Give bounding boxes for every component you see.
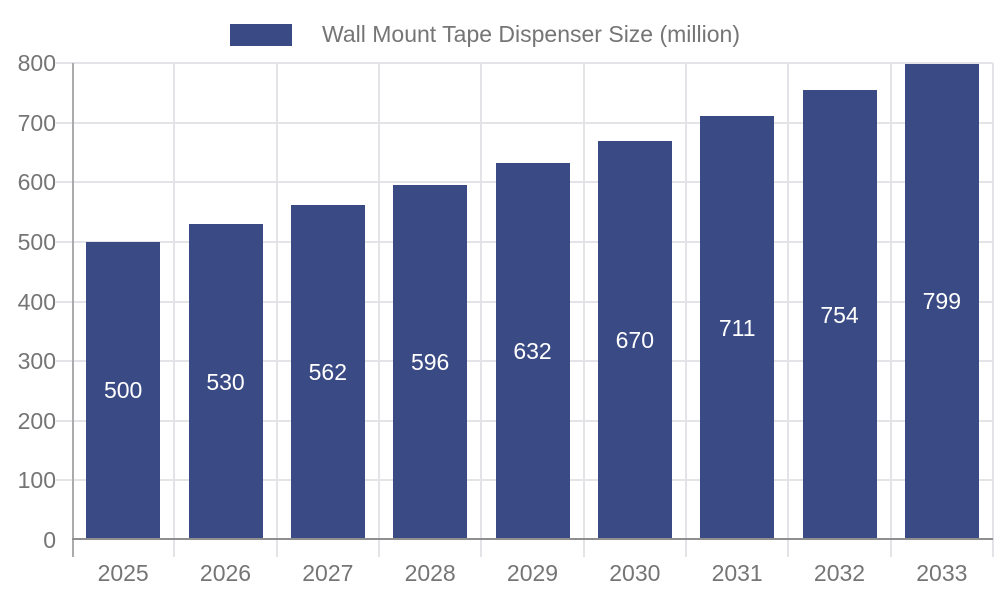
bar-value-label: 799 (922, 288, 962, 315)
x-tick-label: 2030 (609, 560, 661, 586)
x-axis-tick (378, 540, 380, 557)
plot-area: 500 530 562 596 632 670 711 754 799 (56, 62, 994, 557)
x-axis-tick (480, 540, 483, 557)
bar-value-label: 530 (206, 368, 245, 395)
x-axis-tick (685, 540, 687, 557)
y-tick-label: 600 (17, 169, 56, 196)
bar-value-label: 596 (410, 348, 450, 375)
x-axis-tick (889, 540, 892, 557)
y-tick-label: 200 (17, 407, 56, 434)
bar-2032: 754 (802, 90, 877, 540)
y-tick-label: 500 (17, 228, 56, 255)
y-tick-label: 400 (17, 288, 56, 315)
y-tick-label: 300 (17, 348, 56, 375)
bar-2026: 530 (188, 224, 263, 540)
y-tick-label: 100 (17, 467, 56, 494)
x-axis-tick (992, 540, 994, 557)
bar-value-label: 562 (308, 358, 348, 385)
v-gridline (173, 63, 176, 540)
x-tick-label: 2027 (302, 560, 354, 586)
x-tick-label: 2026 (199, 560, 252, 586)
v-gridline (992, 63, 994, 540)
y-axis-line (72, 63, 74, 557)
x-tick-label: 2032 (813, 560, 866, 586)
legend-swatch (230, 23, 292, 46)
bar-2028: 596 (393, 184, 468, 540)
bar-2025: 500 (86, 241, 161, 540)
v-gridline (889, 63, 892, 540)
h-gridline (56, 121, 993, 124)
legend-item[interactable]: Wall Mount Tape Dispenser Size (million) (230, 21, 740, 48)
bar-2033: 799 (904, 63, 979, 540)
x-tick-label: 2029 (506, 560, 559, 586)
bar-value-label: 754 (820, 301, 859, 328)
y-tick-label: 0 (43, 527, 56, 553)
v-gridline (582, 63, 585, 540)
v-gridline (275, 63, 278, 540)
x-axis-tick (787, 540, 790, 557)
x-axis-tick (582, 540, 585, 557)
y-tick-label: 800 (17, 50, 56, 76)
x-axis-line (72, 538, 993, 540)
v-gridline (480, 63, 483, 540)
bar-value-label: 711 (718, 314, 756, 341)
bar-2031: 711 (700, 116, 775, 540)
x-axis-tick (173, 540, 176, 557)
legend-label: Wall Mount Tape Dispenser Size (million) (322, 21, 740, 47)
x-tick-label: 2025 (97, 560, 149, 586)
x-tick-label: 2031 (711, 560, 763, 586)
bar-2029: 632 (495, 163, 570, 540)
y-tick-label: 700 (17, 109, 56, 136)
v-gridline (685, 63, 687, 540)
bar-2027: 562 (290, 204, 365, 540)
bar-value-label: 670 (615, 326, 655, 353)
h-gridline (56, 62, 993, 64)
x-tick-label: 2028 (404, 560, 456, 586)
bar-value-label: 632 (513, 338, 552, 365)
v-gridline (378, 63, 380, 540)
x-axis-tick (275, 540, 278, 557)
bar-value-label: 500 (103, 377, 143, 404)
x-tick-label: 2033 (916, 560, 968, 586)
v-gridline (787, 63, 790, 540)
bar-2030: 670 (597, 140, 672, 540)
